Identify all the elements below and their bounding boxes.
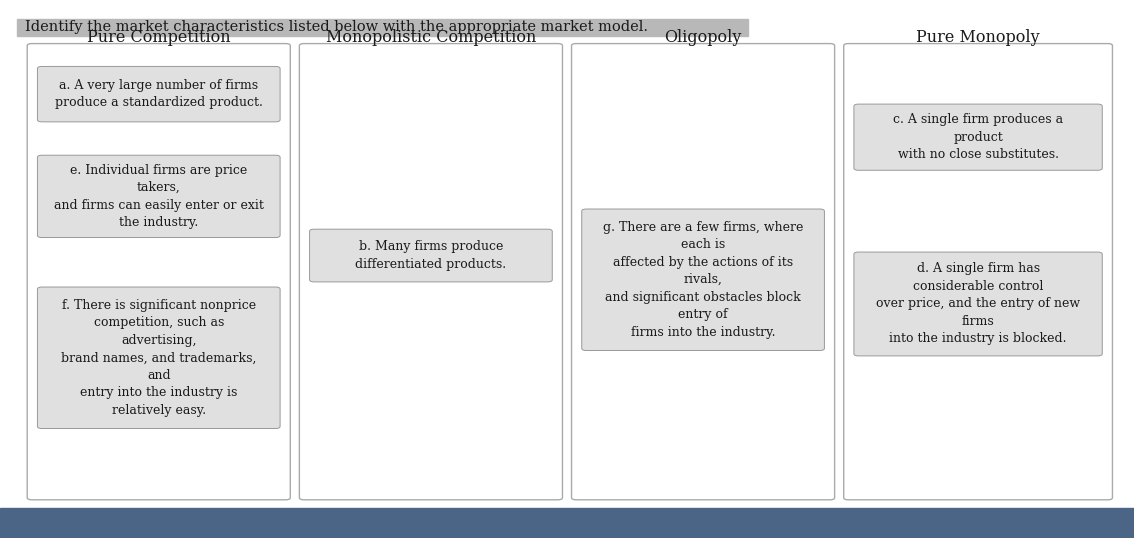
Text: b. Many firms produce
differentiated products.: b. Many firms produce differentiated pro… <box>355 240 507 271</box>
Text: Pure Competition: Pure Competition <box>87 29 230 46</box>
FancyBboxPatch shape <box>37 287 280 428</box>
FancyBboxPatch shape <box>582 209 824 351</box>
FancyBboxPatch shape <box>844 44 1112 500</box>
FancyBboxPatch shape <box>27 44 290 500</box>
Text: Oligopoly: Oligopoly <box>665 29 742 46</box>
Text: c. A single firm produces a
product
with no close substitutes.: c. A single firm produces a product with… <box>892 113 1064 161</box>
FancyBboxPatch shape <box>310 229 552 282</box>
FancyBboxPatch shape <box>854 104 1102 170</box>
Text: a. A very large number of firms
produce a standardized product.: a. A very large number of firms produce … <box>54 79 263 109</box>
FancyBboxPatch shape <box>37 155 280 238</box>
Text: f. There is significant nonprice
competition, such as
advertising,
brand names, : f. There is significant nonprice competi… <box>61 299 256 417</box>
Text: Pure Monopoly: Pure Monopoly <box>916 29 1040 46</box>
FancyBboxPatch shape <box>299 44 562 500</box>
Text: g. There are a few firms, where
each is
affected by the actions of its
rivals,
a: g. There are a few firms, where each is … <box>603 221 803 339</box>
Text: Monopolistic Competition: Monopolistic Competition <box>325 29 536 46</box>
FancyBboxPatch shape <box>0 508 1134 538</box>
Text: e. Individual firms are price
takers,
and firms can easily enter or exit
the ind: e. Individual firms are price takers, an… <box>53 164 264 229</box>
FancyBboxPatch shape <box>17 19 748 36</box>
FancyBboxPatch shape <box>572 44 835 500</box>
FancyBboxPatch shape <box>854 252 1102 356</box>
Text: d. A single firm has
considerable control
over price, and the entry of new
firms: d. A single firm has considerable contro… <box>875 263 1081 345</box>
FancyBboxPatch shape <box>37 67 280 122</box>
Text: Identify the market characteristics listed below with the appropriate market mod: Identify the market characteristics list… <box>25 20 648 34</box>
